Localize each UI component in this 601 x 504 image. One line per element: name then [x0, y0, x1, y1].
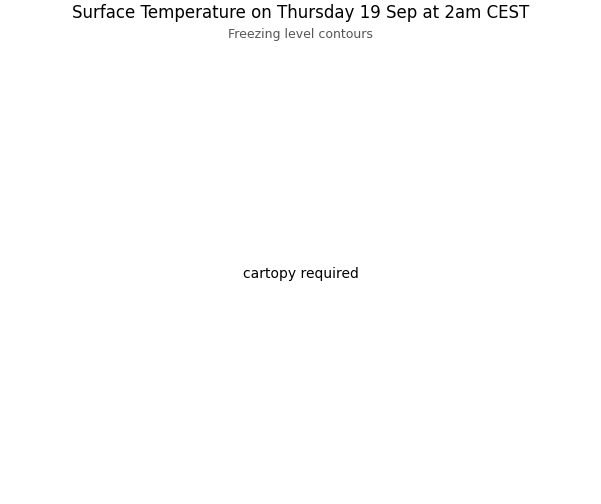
Text: cartopy required: cartopy required [243, 267, 358, 281]
Text: Surface Temperature on Thursday 19 Sep at 2am CEST: Surface Temperature on Thursday 19 Sep a… [72, 5, 529, 22]
Text: Freezing level contours: Freezing level contours [228, 28, 373, 41]
